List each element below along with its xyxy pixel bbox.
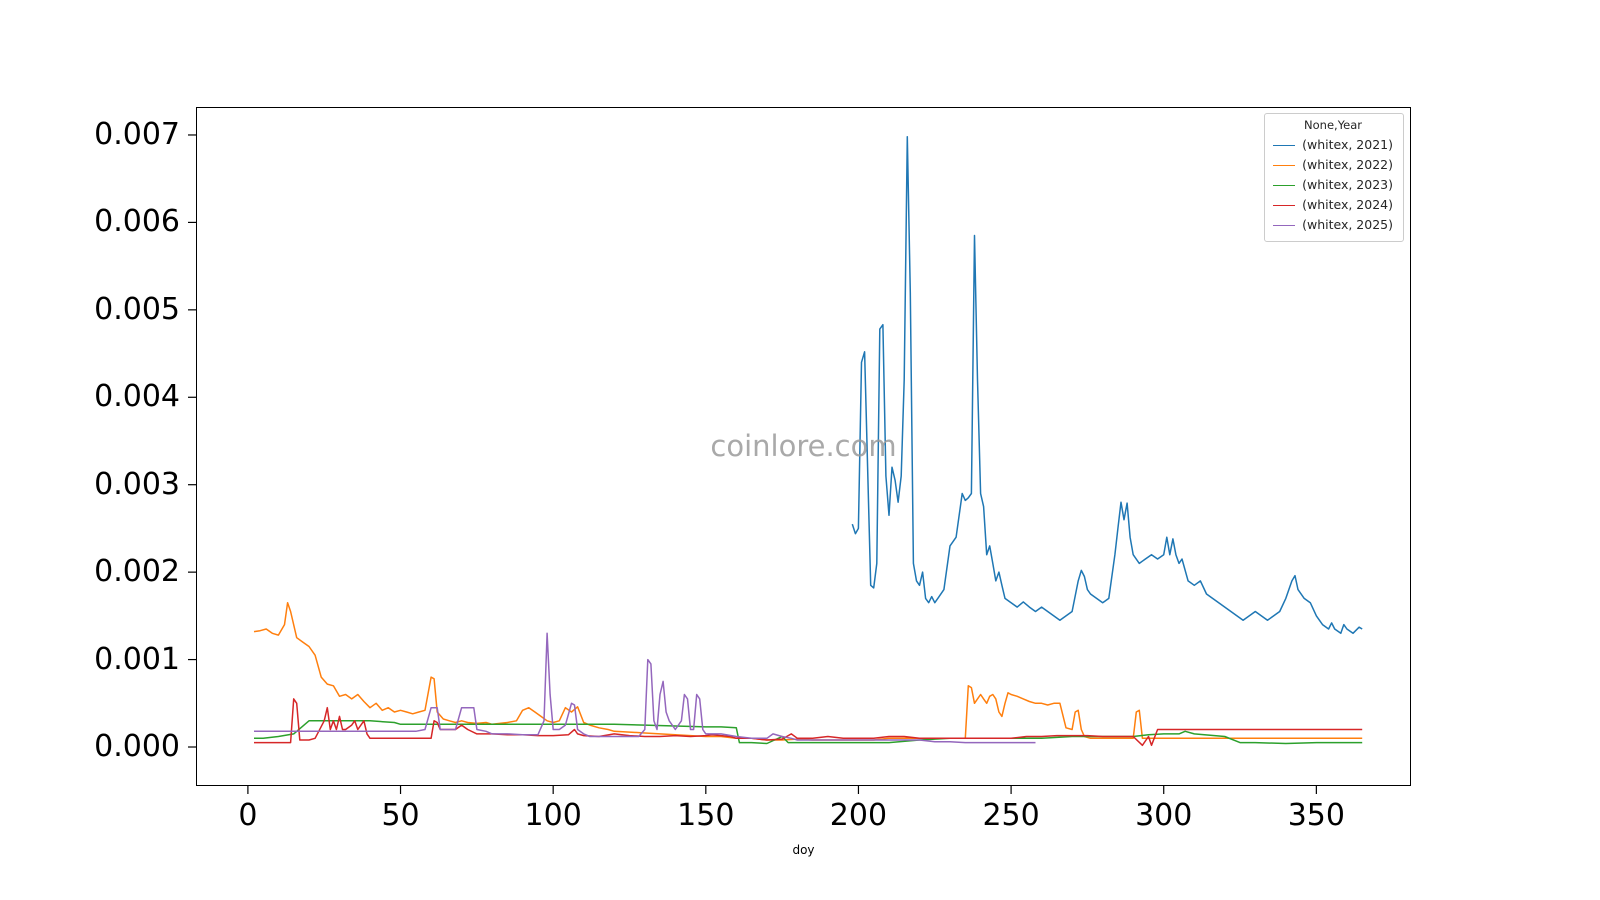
legend-item-label: (whitex, 2022) [1302, 157, 1393, 172]
legend-item: (whitex, 2021) [1273, 135, 1393, 155]
y-tick-label: 0.005 [94, 291, 180, 327]
x-tick-label: 300 [1135, 798, 1193, 833]
x-tick-label: 50 [381, 798, 420, 833]
x-tick-label: 100 [524, 798, 582, 833]
y-tick-label: 0.000 [94, 729, 180, 764]
series-line--whitex-2024- [254, 698, 1363, 747]
y-tick-label: 0.006 [94, 204, 180, 240]
x-tick-label: 250 [982, 798, 1040, 833]
legend-item: (whitex, 2022) [1273, 155, 1393, 175]
legend: None,Year (whitex, 2021) (whitex, 2022) (w… [1264, 113, 1404, 242]
legend-line-swatch [1273, 224, 1296, 226]
y-tick-label: 0.002 [94, 554, 180, 590]
x-axis-label: doy [792, 843, 815, 857]
y-tick-label: 0.001 [94, 641, 180, 677]
series-line--whitex-2025- [254, 632, 1036, 744]
plot-border [196, 107, 1411, 786]
legend-item-label: (whitex, 2023) [1302, 177, 1393, 192]
legend-item-label: (whitex, 2021) [1302, 137, 1393, 152]
line-chart-canvas [188, 107, 1411, 794]
legend-item: (whitex, 2024) [1273, 195, 1393, 215]
legend-item: (whitex, 2023) [1273, 175, 1393, 195]
plot-area: coinlore.com None,Year (whitex, 2021) (wh… [188, 107, 1411, 794]
x-tick-label: 150 [677, 798, 735, 833]
legend-item-label: (whitex, 2024) [1302, 197, 1393, 212]
y-tick-label: 0.003 [94, 466, 180, 502]
series-line--whitex-2021- [851, 135, 1363, 635]
legend-items: (whitex, 2021) (whitex, 2022) (whitex, 202… [1273, 135, 1393, 235]
legend-line-swatch [1273, 204, 1296, 206]
x-tick-label: 200 [829, 798, 888, 833]
legend-title: None,Year [1304, 118, 1363, 132]
legend-line-swatch [1273, 144, 1296, 146]
series-line--whitex-2022- [253, 601, 1363, 741]
y-tick-label: 0.007 [94, 116, 180, 152]
legend-item-label: (whitex, 2025) [1302, 217, 1393, 232]
legend-line-swatch [1273, 184, 1296, 186]
x-tick-label: 0 [238, 798, 258, 833]
x-tick-label: 350 [1287, 798, 1345, 833]
legend-line-swatch [1273, 164, 1296, 166]
y-tick-label: 0.004 [94, 379, 180, 415]
legend-item: (whitex, 2025) [1273, 215, 1393, 235]
